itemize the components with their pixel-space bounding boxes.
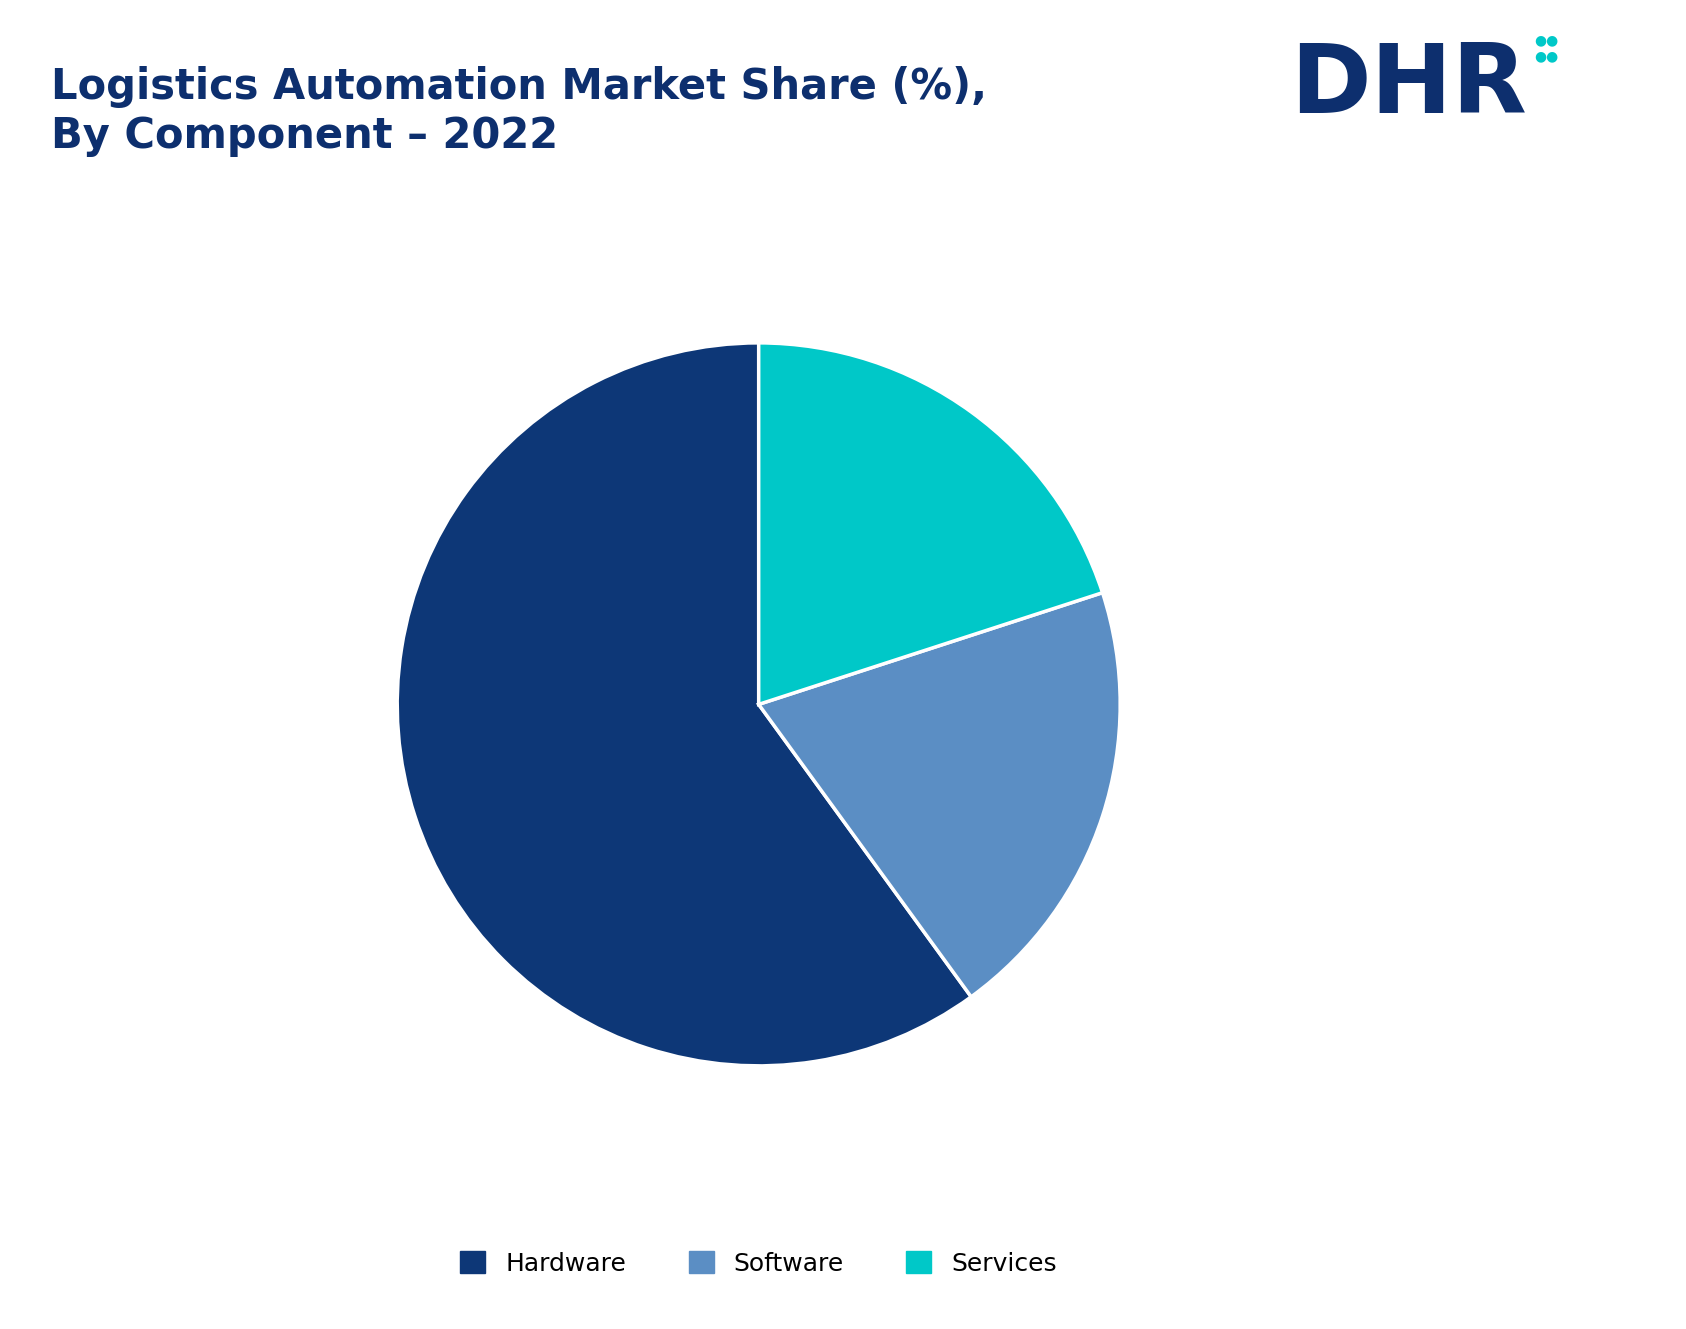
Text: DHR: DHR	[1290, 40, 1526, 133]
Wedge shape	[398, 343, 971, 1066]
Text: Logistics Automation Market Share (%),
By Component – 2022: Logistics Automation Market Share (%), B…	[51, 66, 986, 157]
Wedge shape	[759, 593, 1120, 997]
Wedge shape	[759, 343, 1103, 704]
Text: ●●
●●: ●● ●●	[1534, 33, 1558, 64]
Legend: Hardware, Software, Services: Hardware, Software, Services	[448, 1239, 1069, 1288]
